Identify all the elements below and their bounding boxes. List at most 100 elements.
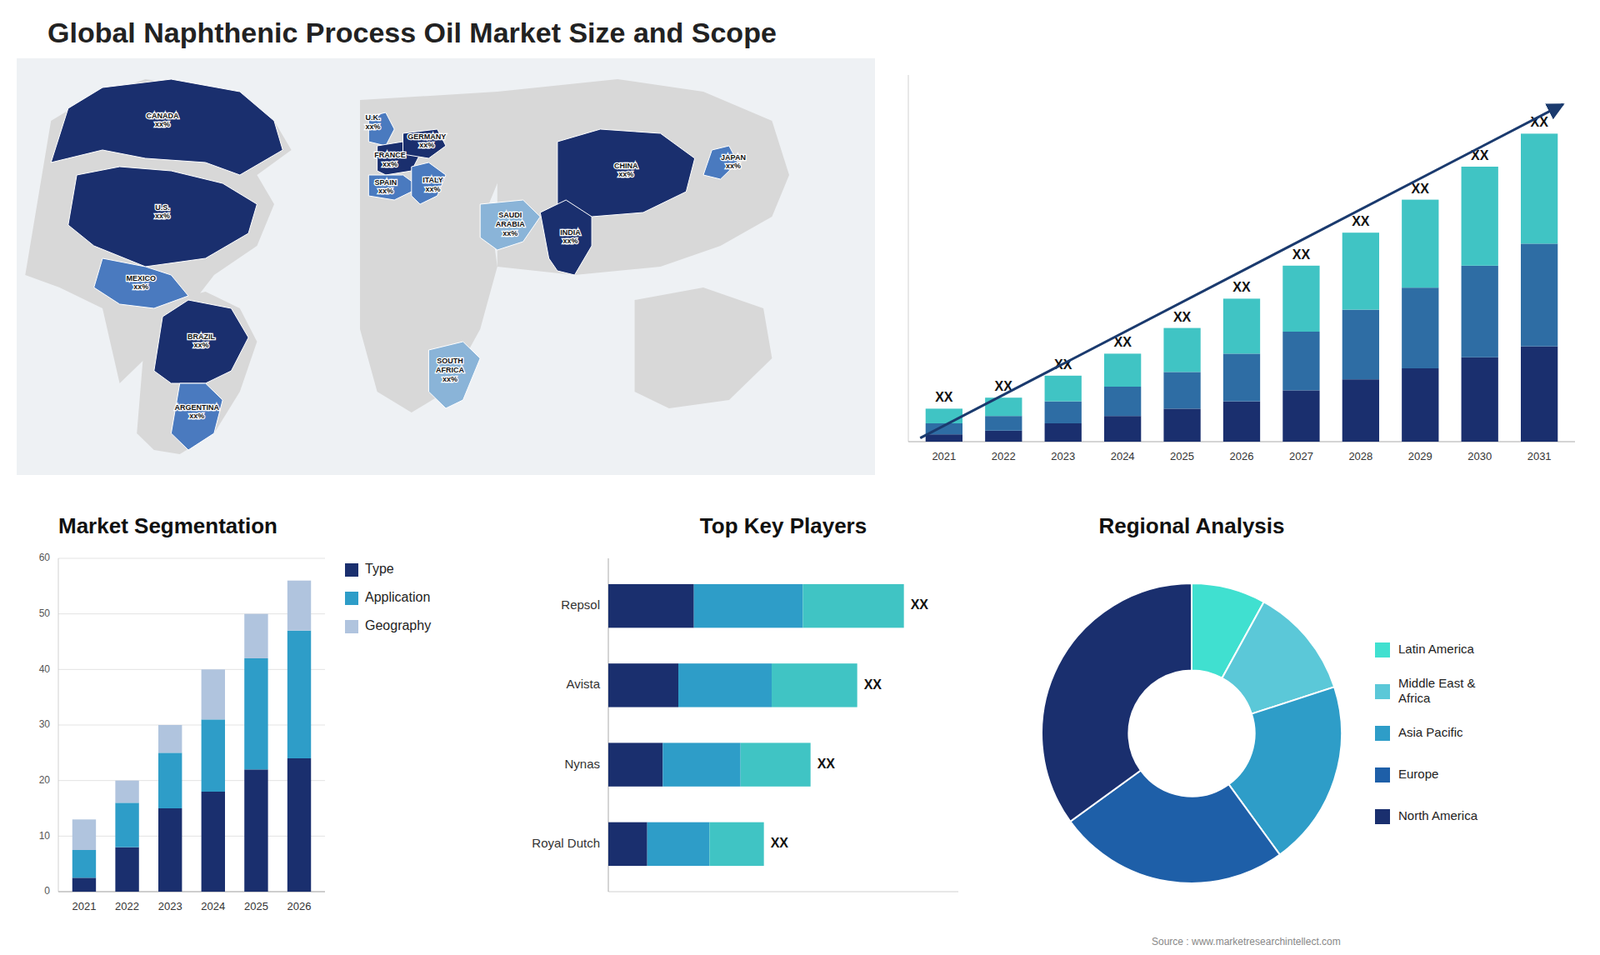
bar <box>1045 401 1082 424</box>
bar <box>1461 166 1499 266</box>
bar <box>72 819 96 850</box>
country-label: MEXICOxx% <box>126 274 157 292</box>
bar <box>608 663 679 707</box>
bar-chart: Market Segmentation010203040506020212022… <box>39 513 432 913</box>
bar-annotation: XX <box>1232 280 1251 295</box>
category-label: 2025 <box>244 900 269 913</box>
text-line: xx% <box>189 412 205 421</box>
text-line: CHINA <box>614 161 639 170</box>
bar <box>244 769 268 892</box>
bar <box>115 847 139 892</box>
bar <box>647 822 710 866</box>
bar <box>158 752 182 809</box>
legend-swatch <box>345 591 359 605</box>
text-line: U.K. <box>365 113 380 122</box>
text-line: xx% <box>365 122 380 131</box>
bar <box>1461 265 1499 358</box>
bar <box>115 802 139 847</box>
grid-line <box>58 891 325 893</box>
bar <box>709 822 764 866</box>
value-axis-line <box>908 75 910 442</box>
bar <box>662 742 740 786</box>
country-label: ARGENTINAxx% <box>175 403 220 421</box>
country-label: SAUDIARABIAxx% <box>495 211 525 239</box>
category-label: Avista <box>565 676 600 691</box>
legend-swatch <box>1375 684 1390 700</box>
bar <box>608 584 695 628</box>
country-label: SPAINxx% <box>374 178 397 196</box>
category-label: 2021 <box>72 900 97 913</box>
bar <box>72 877 96 892</box>
bar <box>1520 133 1558 244</box>
category-label: 2031 <box>1527 450 1552 463</box>
bar <box>1104 415 1141 442</box>
category-label: 2024 <box>200 900 225 913</box>
bar <box>1520 346 1558 442</box>
category-label: 2029 <box>1408 450 1433 463</box>
country <box>411 162 446 205</box>
country <box>68 166 258 267</box>
bars <box>925 133 1559 442</box>
continent <box>360 91 515 413</box>
country <box>154 300 249 384</box>
trend-arrow <box>920 104 1563 438</box>
legend-swatch <box>1375 809 1390 825</box>
bar-chart: XXXXXXXXXXXXXXXXXXXXXX202120222023202420… <box>908 75 1575 463</box>
bar <box>158 808 182 892</box>
country-label: SOUTHAFRICAxx% <box>435 357 465 385</box>
category-label: 2023 <box>158 900 183 913</box>
text-line: CANADA <box>146 111 180 120</box>
bar <box>1223 353 1260 401</box>
title: Global Naphthenic Process Oil Market Siz… <box>47 16 777 49</box>
donut-slice <box>1041 583 1192 822</box>
category-label: 2022 <box>991 450 1016 463</box>
bar <box>1163 408 1200 442</box>
category-label: 2026 <box>1230 450 1255 463</box>
bar <box>287 758 311 892</box>
category-label: 2026 <box>287 900 312 913</box>
text-line: GERMANY <box>407 132 446 141</box>
tick-label: 50 <box>39 607 51 620</box>
bar <box>608 742 663 786</box>
chart-title: Market Segmentation <box>58 513 278 539</box>
text-line: AFRICA <box>435 365 465 375</box>
legend-swatch <box>1375 725 1390 741</box>
bar <box>1520 243 1558 346</box>
legend-label: Latin America <box>1398 641 1475 656</box>
text-line: xx% <box>155 120 170 130</box>
grid-line <box>58 613 325 615</box>
country-label: CHINAxx% <box>614 161 639 180</box>
bar-annotation: XX <box>770 835 790 850</box>
bar <box>158 725 182 753</box>
bar-annotation: XX <box>1411 181 1430 196</box>
legend-label: Application <box>365 590 430 605</box>
text-line: Africa <box>1398 690 1431 705</box>
country-label: GERMANYxx% <box>407 132 446 150</box>
text-line: Middle East & <box>1398 675 1476 690</box>
bar <box>201 669 225 720</box>
text-line: xx% <box>382 160 398 169</box>
legend-swatch <box>345 620 359 634</box>
continent <box>635 287 773 409</box>
bar <box>1342 232 1380 310</box>
continent <box>136 291 257 455</box>
tick-label: 10 <box>39 830 51 842</box>
bars <box>608 584 905 866</box>
tick-label: 30 <box>39 718 51 730</box>
legend-swatch <box>345 563 359 577</box>
bar <box>608 822 648 866</box>
category-label: 2027 <box>1289 450 1314 463</box>
text-line: xx% <box>133 283 149 292</box>
grid-line <box>58 780 325 781</box>
text-line: FRANCE <box>374 150 406 160</box>
bar <box>694 584 804 628</box>
country-label: U.S.xx% <box>155 203 170 221</box>
bar-chart: Top Key PlayersXXXXXXXXRoyal DutchNynasA… <box>531 513 959 892</box>
legend-swatch <box>1375 642 1390 658</box>
category-axis-line <box>58 891 325 893</box>
text-line: xx% <box>725 162 741 171</box>
category-label: 2022 <box>115 900 140 913</box>
legend-swatch <box>1375 767 1390 783</box>
tick-label: 40 <box>39 663 51 675</box>
bar <box>201 791 225 892</box>
